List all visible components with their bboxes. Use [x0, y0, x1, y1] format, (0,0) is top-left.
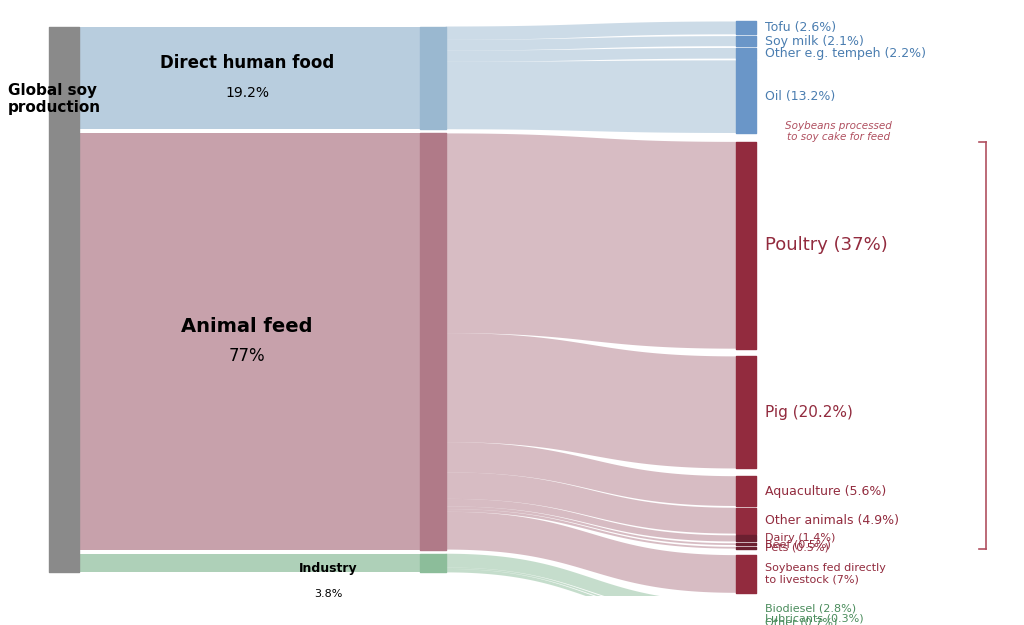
- Text: Oil (13.2%): Oil (13.2%): [765, 90, 835, 103]
- Polygon shape: [445, 499, 736, 541]
- Text: Animal feed: Animal feed: [181, 317, 313, 336]
- Text: Biodiesel (2.8%): Biodiesel (2.8%): [765, 604, 856, 614]
- Polygon shape: [445, 442, 736, 506]
- Text: Direct human food: Direct human food: [160, 54, 334, 72]
- Text: Dairy (1.4%): Dairy (1.4%): [765, 533, 835, 543]
- Text: 3.8%: 3.8%: [314, 589, 343, 599]
- Text: Global soy
production: Global soy production: [8, 83, 101, 115]
- Text: 77%: 77%: [229, 348, 265, 366]
- Text: Beef (0.5%): Beef (0.5%): [765, 539, 830, 549]
- Polygon shape: [445, 569, 736, 623]
- Polygon shape: [445, 472, 736, 534]
- Text: Soybeans processed
to soy cake for feed: Soybeans processed to soy cake for feed: [785, 121, 892, 142]
- Text: Poultry (37%): Poultry (37%): [765, 236, 888, 254]
- Polygon shape: [445, 512, 736, 592]
- Text: Other e.g. tempeh (2.2%): Other e.g. tempeh (2.2%): [765, 47, 926, 60]
- Text: Aquaculture (5.6%): Aquaculture (5.6%): [765, 484, 886, 498]
- Polygon shape: [445, 48, 736, 62]
- Polygon shape: [445, 333, 736, 469]
- Text: Pets (0.5%): Pets (0.5%): [765, 542, 828, 552]
- Polygon shape: [79, 133, 420, 549]
- Text: Other animals (4.9%): Other animals (4.9%): [765, 514, 899, 527]
- Polygon shape: [445, 568, 736, 619]
- Polygon shape: [79, 26, 420, 129]
- Polygon shape: [445, 506, 736, 545]
- Polygon shape: [445, 61, 736, 133]
- Polygon shape: [445, 21, 736, 40]
- Text: Soybeans fed directly
to livestock (7%): Soybeans fed directly to livestock (7%): [765, 563, 886, 585]
- Text: Industry: Industry: [299, 562, 358, 576]
- Polygon shape: [79, 554, 420, 572]
- Polygon shape: [445, 133, 736, 349]
- Text: Lubricants (0.3%): Lubricants (0.3%): [765, 613, 863, 623]
- Text: Other (0.7%): Other (0.7%): [765, 617, 837, 625]
- Polygon shape: [445, 509, 736, 549]
- Text: Tofu (2.6%): Tofu (2.6%): [765, 21, 836, 34]
- Text: Pig (20.2%): Pig (20.2%): [765, 405, 852, 420]
- Text: Soy milk (2.1%): Soy milk (2.1%): [765, 34, 863, 48]
- Polygon shape: [445, 36, 736, 51]
- Polygon shape: [445, 554, 736, 616]
- Text: 19.2%: 19.2%: [225, 86, 269, 100]
